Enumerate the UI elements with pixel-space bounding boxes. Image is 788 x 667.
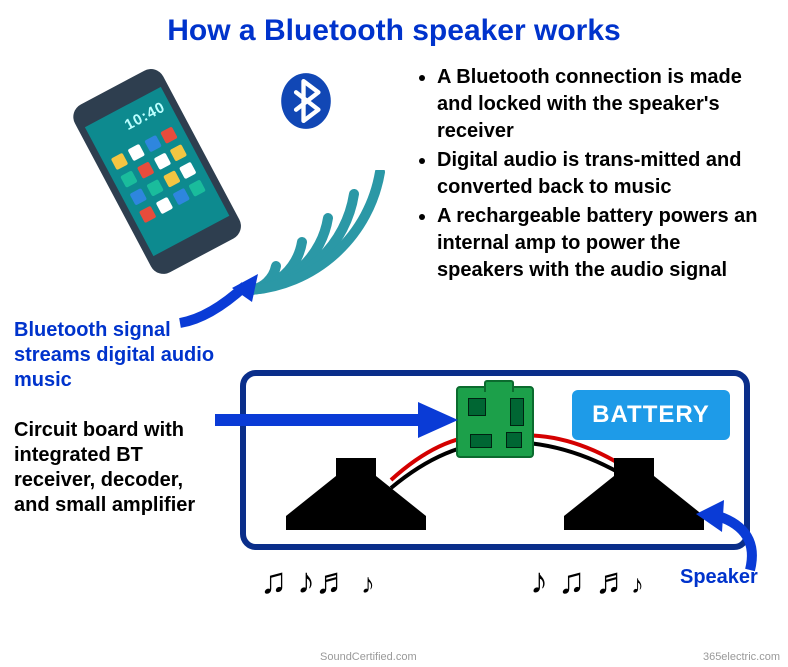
speaker-driver-left-icon <box>286 458 426 530</box>
phone-app-icon <box>137 162 155 180</box>
bluetooth-icon <box>275 70 337 132</box>
battery-icon: BATTERY <box>572 390 730 440</box>
phone-app-icon <box>155 197 173 215</box>
signal-caption: Bluetooth signal streams digital audio m… <box>14 318 224 393</box>
phone-app-icon <box>172 188 190 206</box>
speaker-enclosure: BATTERY <box>240 370 750 550</box>
phone-app-icon <box>127 144 145 162</box>
phone-app-icon <box>170 144 188 162</box>
bullet-item: A rechargeable battery powers an interna… <box>437 203 765 284</box>
phone-app-icon <box>120 170 138 188</box>
phone-app-icon <box>160 126 178 144</box>
speaker-caption: Speaker <box>680 565 758 590</box>
phone-app-icon <box>144 135 162 153</box>
bullet-item: A Bluetooth connection is made and locke… <box>437 64 765 145</box>
phone-app-icon <box>179 162 197 180</box>
phone-app-icon <box>111 153 129 171</box>
phone-app-icon <box>153 153 171 171</box>
phone-app-icon <box>130 188 148 206</box>
arrow-circuit <box>210 398 460 443</box>
circuit-caption: Circuit board with integrated BT receive… <box>14 418 224 518</box>
watermark-right: 365electric.com <box>703 651 780 663</box>
phone-app-grid <box>111 126 219 245</box>
music-notes-right-icon: ♪ ♫ ♬♪ <box>530 560 644 602</box>
circuit-board-icon <box>456 386 534 458</box>
phone-app-icon <box>163 170 181 188</box>
music-notes-left-icon: ♫ ♪♬ ♪ <box>260 560 375 602</box>
watermark-left: SoundCertified.com <box>320 651 417 663</box>
phone-app-icon <box>189 179 207 197</box>
bullet-list: A Bluetooth connection is made and locke… <box>415 64 765 286</box>
page-title: How a Bluetooth speaker works <box>0 14 788 48</box>
phone-app-icon <box>146 179 164 197</box>
phone-app-icon <box>139 206 157 224</box>
bullet-item: Digital audio is trans-mitted and conver… <box>437 147 765 201</box>
speaker-driver-right-icon <box>564 458 704 530</box>
